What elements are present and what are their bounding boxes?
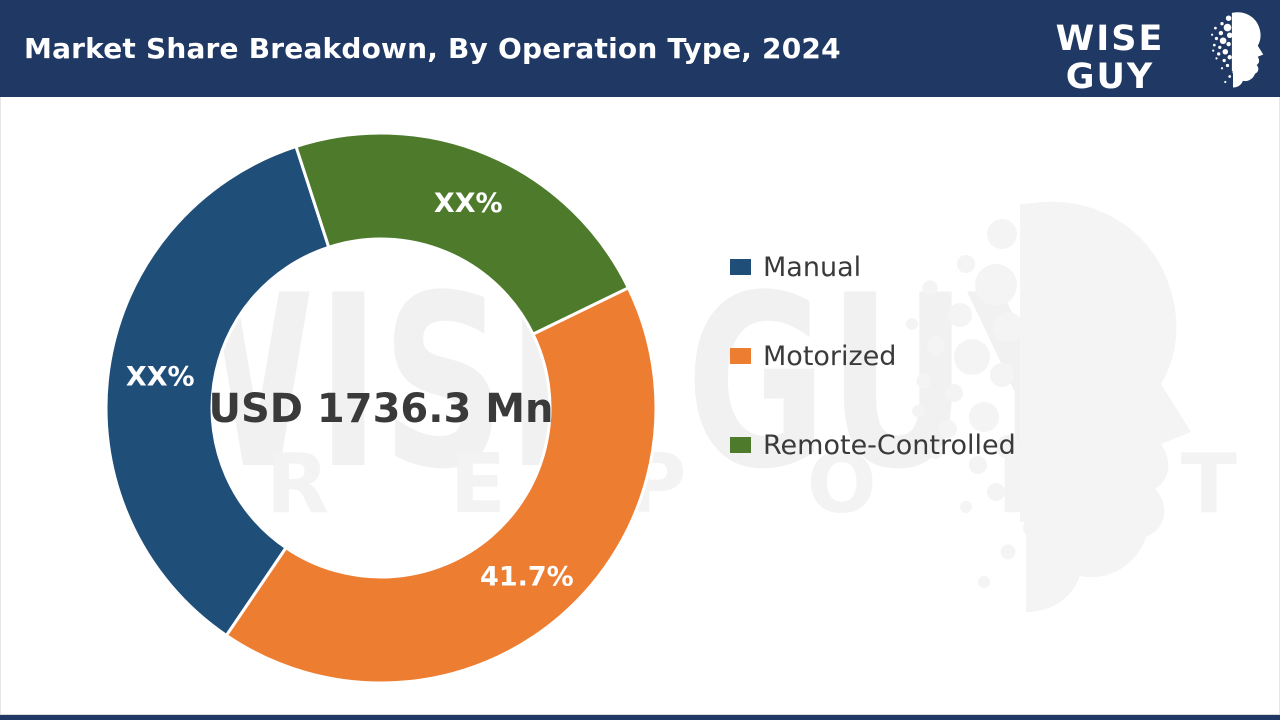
legend-swatch-remote-controlled [730,437,751,453]
legend-label: Remote-Controlled [763,429,1016,461]
motorized-slice [224,286,658,685]
footer-divider [0,714,1280,715]
donut-slices [104,131,658,685]
page-title: Market Share Breakdown, By Operation Typ… [24,32,841,65]
logo-subtitle: R E P O R T S [1031,98,1193,128]
remote-controlled-slice [294,131,630,336]
remote-controlled-slice-label: XX% [434,188,503,219]
manual-slice [104,144,331,637]
motorized-slice-label: 41.7% [480,562,574,593]
manual-slice-label: XX% [126,362,195,393]
legend-item-remote-controlled: Remote-Controlled [730,429,1016,461]
slice-labels: XX% 41.7% XX% [126,188,574,593]
footer-bar [0,715,1280,720]
legend-item-manual: Manual [730,251,1016,283]
wiseguy-logo-text: WISE GUY R E P O R T S [1016,20,1204,128]
logo-wordmark: WISE GUY [1055,19,1165,97]
legend-item-motorized: Motorized [730,340,1016,372]
legend-swatch-manual [730,259,751,275]
wiseguy-logo: WISE GUY R E P O R T S [1016,6,1266,128]
legend-label: Motorized [763,340,897,372]
center-value-label: USD 1736.3 Mn [209,386,554,432]
header-bar: Market Share Breakdown, By Operation Typ… [0,0,1280,128]
chart-area: WISE GUY R E P O R T S XX%41.7%XX% USD 1… [0,97,1280,714]
legend-swatch-motorized [730,348,751,364]
chart-legend: Manual Motorized Remote-Controlled [730,252,1016,519]
legend-label: Manual [763,251,862,283]
